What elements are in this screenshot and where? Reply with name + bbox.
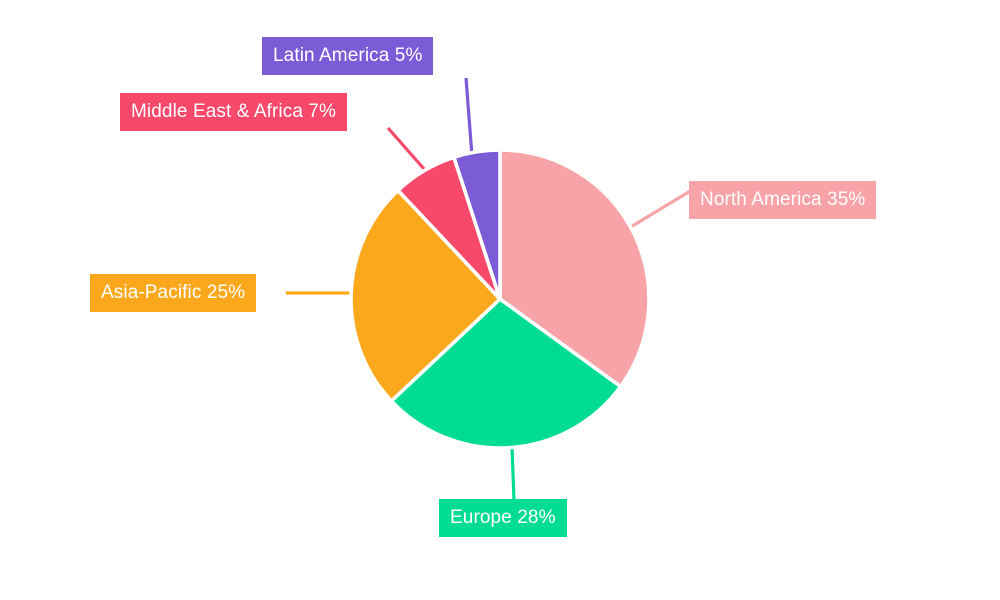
pie-slice-europe[interactable] [389, 297, 623, 450]
pie-label-middle-east-africa[interactable]: Middle East & Africa 7% [120, 93, 348, 131]
pie-label-latin-america[interactable]: Latin America 5% [262, 37, 434, 75]
pie-slice-latin-america[interactable] [452, 148, 502, 301]
pie-label-asia-pacific[interactable]: Asia-Pacific 25% [90, 274, 257, 312]
leader-line-north-america [628, 188, 693, 230]
leader-line-europe [510, 446, 516, 501]
pie-label-europe[interactable]: Europe 28% [439, 499, 567, 537]
pie-label-north-america[interactable]: North America 35% [689, 181, 877, 219]
pie-slice-north-america[interactable] [498, 148, 651, 389]
pie-label-text: Asia-Pacific 25% [101, 282, 246, 303]
pie-slices [349, 148, 651, 450]
leader-line-latin-america [464, 77, 474, 157]
pie-label-text: Latin America 5% [273, 45, 423, 66]
pie-label-text: Europe 28% [450, 507, 556, 528]
pie-label-text: North America 35% [700, 189, 866, 210]
pie-label-text: Middle East & Africa 7% [131, 101, 337, 122]
pie-slice-asia-pacific[interactable] [349, 188, 502, 403]
